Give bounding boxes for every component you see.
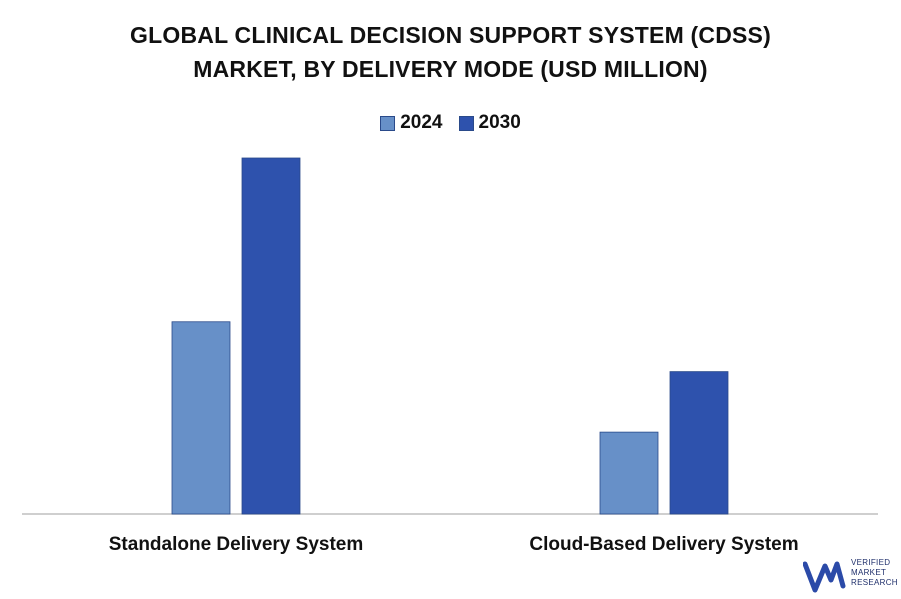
- logo-wordmark: VERIFIED MARKET RESEARCH: [851, 558, 898, 588]
- chart-title-line-1: GLOBAL CLINICAL DECISION SUPPORT SYSTEM …: [130, 22, 771, 48]
- legend-swatch-2030: [458, 115, 474, 131]
- legend-label-2024: 2024: [400, 112, 443, 133]
- logo-line-verified: VERIFIED: [851, 558, 891, 567]
- legend-swatch-2024: [380, 115, 396, 131]
- chart-legend: 2024 2030: [0, 112, 901, 134]
- legend-item-2024: 2024: [380, 112, 443, 134]
- bar-2030-1: [241, 157, 301, 515]
- x-tick-label-2: Cloud-Based Delivery System: [529, 534, 798, 555]
- bar-2024-1: [171, 321, 231, 515]
- company-logo: VERIFIED MARKET RESEARCH: [802, 556, 898, 594]
- x-tick-label-1: Standalone Delivery System: [109, 534, 364, 555]
- chart-title: GLOBAL CLINICAL DECISION SUPPORT SYSTEM …: [0, 18, 901, 86]
- chart-title-line-2: MARKET, BY DELIVERY MODE (USD MILLION): [193, 56, 708, 82]
- legend-item-2030: 2030: [458, 112, 521, 134]
- logo-line-market: MARKET: [851, 568, 887, 577]
- vmr-logo-icon: [802, 561, 846, 593]
- bar-2030-2: [669, 371, 729, 515]
- legend-label-2030: 2030: [478, 112, 521, 133]
- bar-2024-2: [599, 431, 659, 515]
- logo-line-research: RESEARCH: [851, 578, 898, 587]
